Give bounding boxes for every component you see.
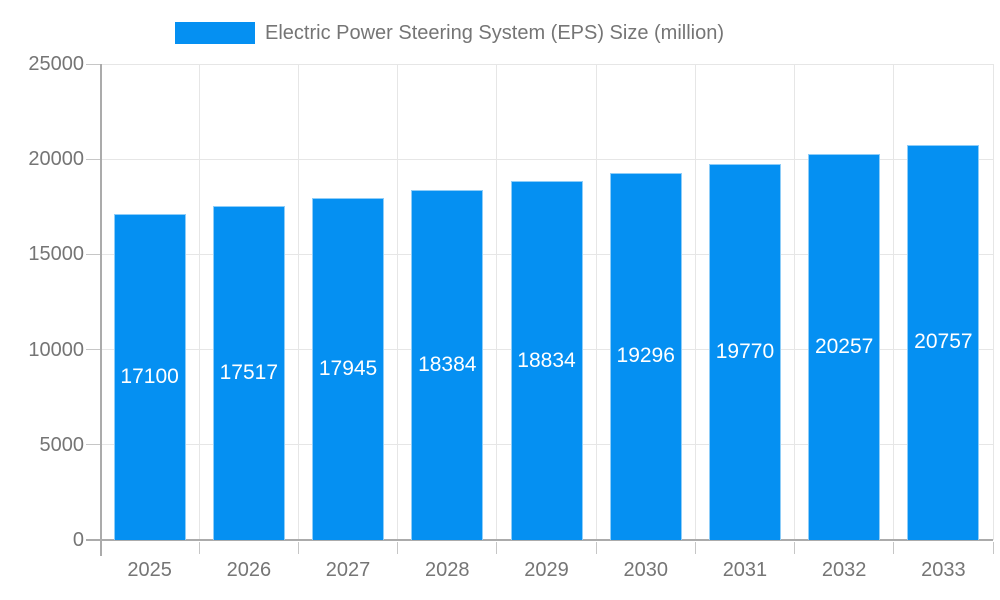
- bar-value-label: 17517: [219, 361, 279, 385]
- y-axis-tick: [86, 444, 100, 446]
- gridline-horizontal: [100, 158, 993, 160]
- bar: [808, 154, 881, 540]
- x-axis-tick-label: 2031: [722, 559, 768, 581]
- x-axis-tick: [198, 542, 200, 554]
- y-axis-tick-label: 5000: [39, 433, 85, 456]
- x-axis-tick-label: 2029: [524, 559, 569, 581]
- bar-value-label: 19770: [715, 339, 775, 363]
- x-axis-tick: [794, 542, 796, 554]
- y-axis-tick: [86, 63, 100, 65]
- y-axis-tick: [86, 349, 100, 351]
- gridline-vertical: [496, 64, 498, 540]
- x-axis-tick-label: 2025: [127, 559, 172, 581]
- gridline-vertical: [694, 64, 696, 540]
- bar: [312, 198, 385, 540]
- bar: [212, 206, 285, 540]
- gridline-vertical: [794, 64, 796, 540]
- bar: [113, 214, 186, 540]
- legend-swatch: [175, 22, 255, 44]
- bar-value-label: 17945: [318, 357, 378, 381]
- x-axis-tick-label: 2028: [425, 559, 470, 581]
- y-axis-tick-label: 0: [72, 529, 84, 551]
- x-axis-tick-label: 2027: [325, 559, 371, 581]
- x-axis-tick: [397, 542, 399, 554]
- x-axis-tick: [694, 542, 696, 554]
- bar-value-label: 17100: [120, 365, 179, 389]
- x-axis-baseline: [86, 539, 993, 541]
- gridline-vertical: [297, 64, 299, 540]
- legend-label: Electric Power Steering System (EPS) Siz…: [265, 22, 725, 44]
- bar-value-label: 19296: [616, 344, 675, 368]
- y-axis-tick-label: 25000: [28, 53, 84, 75]
- y-axis-line: [100, 64, 102, 556]
- gridline-vertical: [198, 64, 200, 540]
- bar: [609, 172, 682, 540]
- x-axis-tick: [992, 542, 994, 554]
- x-axis-tick-label: 2030: [623, 559, 668, 581]
- bar-value-label: 18834: [517, 348, 576, 372]
- x-axis-tick: [595, 542, 597, 554]
- x-axis-tick: [297, 542, 299, 554]
- x-axis-tick-label: 2033: [921, 559, 966, 581]
- bar-value-label: 18384: [418, 352, 477, 376]
- gridline-vertical: [992, 64, 994, 540]
- bar-value-label: 20757: [914, 330, 973, 354]
- x-axis-tick: [496, 542, 498, 554]
- gridline-horizontal: [100, 63, 993, 65]
- y-axis-tick-label: 20000: [28, 148, 84, 171]
- x-axis-tick: [893, 542, 895, 554]
- x-axis-tick-label: 2032: [821, 559, 867, 581]
- gridline-vertical: [595, 64, 597, 540]
- gridline-vertical: [893, 64, 895, 540]
- y-axis-tick-label: 10000: [28, 338, 84, 361]
- bar: [708, 163, 781, 540]
- bar: [907, 144, 980, 540]
- y-axis-tick: [86, 253, 100, 255]
- gridline-vertical: [397, 64, 399, 540]
- bar: [510, 181, 583, 540]
- x-axis-tick-label: 2026: [226, 559, 272, 581]
- bar: [411, 189, 484, 540]
- y-axis-tick: [86, 158, 100, 160]
- bar-value-label: 20257: [814, 335, 874, 359]
- y-axis-tick-label: 15000: [28, 243, 84, 266]
